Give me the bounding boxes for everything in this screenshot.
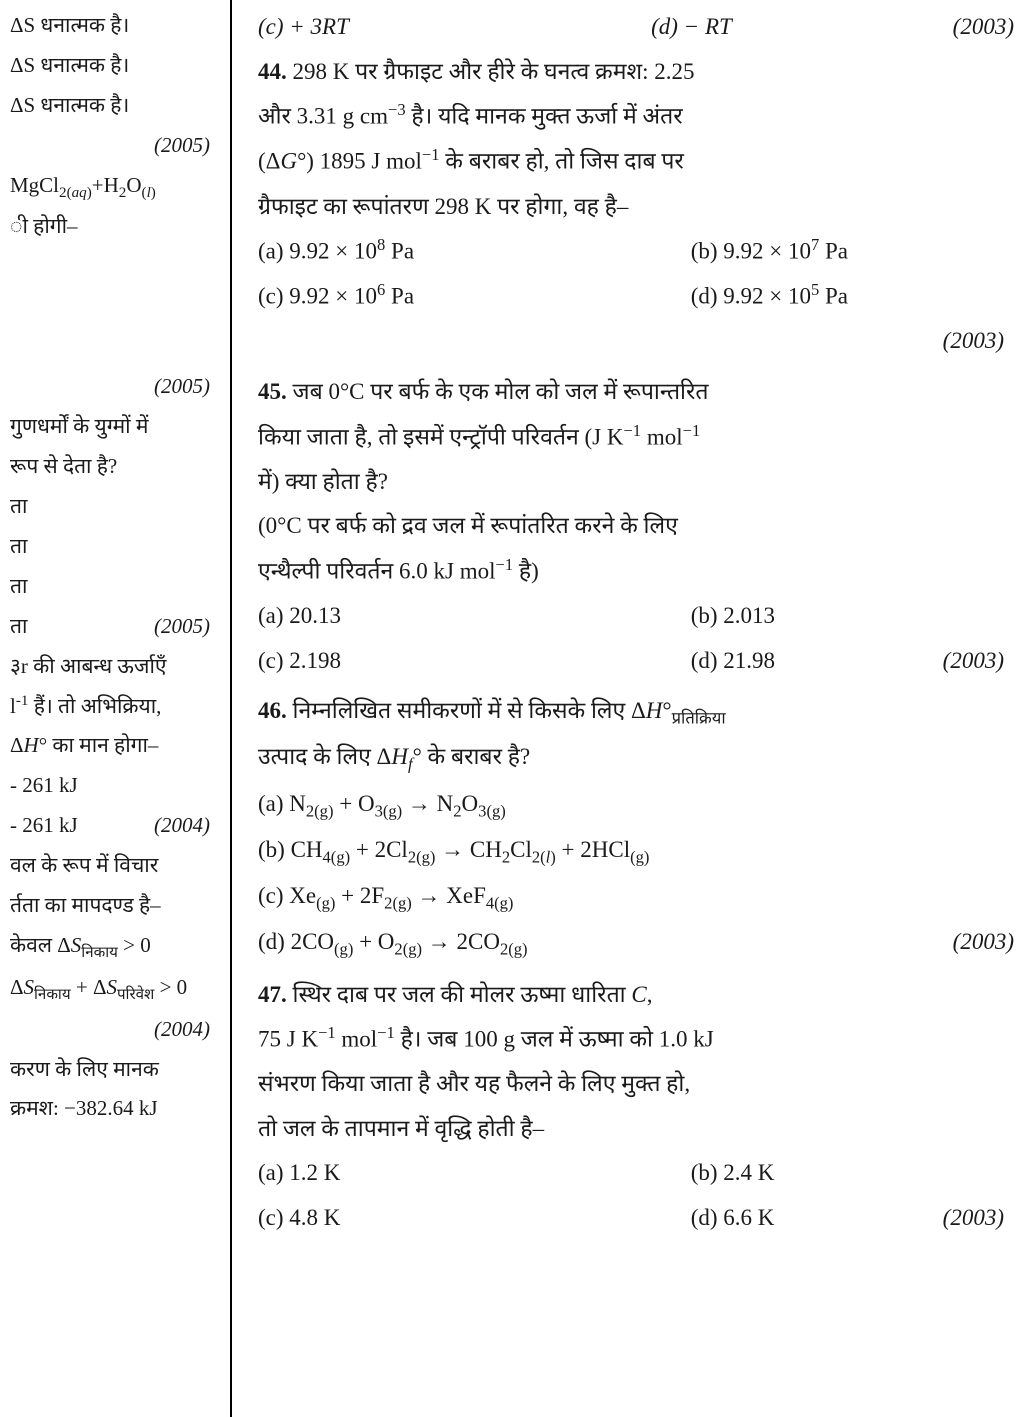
option-c: (c) 2.198 xyxy=(258,640,691,683)
option-a: (a) 1.2 K xyxy=(258,1152,691,1195)
left-line: रूप से देता है? xyxy=(10,447,220,487)
option-c: (c) + 3RT xyxy=(258,14,349,39)
q-text: संभरण किया जाता है और यह फैलने के लिए मु… xyxy=(258,1063,1014,1106)
q-text: ग्रैफाइट का रूपांतरण 298 K पर होगा, वह ह… xyxy=(258,186,1014,229)
left-line: ३r की आबन्ध ऊर्जाएँ xyxy=(10,647,220,687)
option-c: (c) Xe(g) + 2F2(g) → XeF4(g) xyxy=(258,875,1014,919)
q-text: एन्थैल्पी परिवर्तन 6.0 kJ mol−1 है) xyxy=(258,550,1014,593)
question-46: 46. निम्नलिखित समीकरणों में से किसके लिए… xyxy=(258,690,1014,965)
option-c: (c) 4.8 K xyxy=(258,1197,691,1240)
option-a: (a) N2(g) + O3(g) → N2O3(g) xyxy=(258,783,1014,827)
left-line: ता xyxy=(10,527,220,567)
q-number: 47. xyxy=(258,982,287,1007)
year-label: (2003) xyxy=(878,6,1014,49)
q-text: स्थिर दाब पर जल की मोलर ऊष्मा धारिता C, xyxy=(293,982,653,1007)
q-text: (0°C पर बर्फ को द्रव जल में रूपांतरित कर… xyxy=(258,505,1014,548)
option-b: (b) CH4(g) + 2Cl2(g) → CH2Cl2(l) + 2HCl(… xyxy=(258,829,1014,873)
year-label: (2003) xyxy=(258,320,1014,363)
option-b: (b) 2.013 xyxy=(691,595,900,638)
q-number: 45. xyxy=(258,379,287,404)
year-label: (2003) xyxy=(900,1197,1014,1240)
left-line: केवल ΔSनिकाय > 0 xyxy=(10,926,220,968)
left-column: ΔS धनात्मक है। ΔS धनात्मक है। ΔS धनात्मक… xyxy=(0,0,232,1417)
year-label: (2003) xyxy=(900,640,1014,683)
left-line: ΔH° का मान होगा– xyxy=(10,726,220,766)
option-d: (d) 6.6 K xyxy=(691,1197,900,1240)
left-line: - 261 kJ xyxy=(10,766,220,806)
option-d: (d) 2CO(g) + O2(g) → 2CO2(g) xyxy=(258,921,878,965)
q-text: में) क्या होता है? xyxy=(258,461,1014,504)
left-line: ता xyxy=(10,567,220,607)
q-text: किया जाता है, तो इसमें एन्ट्रॉपी परिवर्त… xyxy=(258,416,1014,459)
year-label: (2003) xyxy=(878,921,1014,965)
q-text: 298 K पर ग्रैफाइट और हीरे के घनत्व क्रमश… xyxy=(293,59,695,84)
year-label: (2005) xyxy=(10,367,220,407)
question-44: 44. 298 K पर ग्रैफाइट और हीरे के घनत्व क… xyxy=(258,51,1014,363)
left-line: वल के रूप में विचार xyxy=(10,846,220,886)
year-label: (2004) xyxy=(10,1010,220,1050)
left-line: ता xyxy=(10,607,154,647)
option-d: (d) 21.98 xyxy=(691,640,900,683)
option-d: (d) 9.92 × 105 Pa xyxy=(691,275,900,318)
year-label: (2004) xyxy=(154,806,220,846)
option-d: (d) − RT xyxy=(651,14,732,39)
q-text: निम्नलिखित समीकरणों में से किसके लिए ΔH°… xyxy=(293,698,726,723)
q-text: और 3.31 g cm−3 है। यदि मानक मुक्त ऊर्जा … xyxy=(258,95,1014,138)
left-line: क्रमश: −382.64 kJ xyxy=(10,1089,220,1129)
q-text: जब 0°C पर बर्फ के एक मोल को जल में रूपान… xyxy=(293,379,709,404)
left-line: गुणधर्मों के युग्मों में xyxy=(10,407,220,447)
q-text: 75 J K−1 mol−1 है। जब 100 g जल में ऊष्मा… xyxy=(258,1018,1014,1061)
left-line: ता xyxy=(10,487,220,527)
option-b: (b) 2.4 K xyxy=(691,1152,900,1195)
year-label: (2005) xyxy=(154,607,220,647)
left-line: करण के लिए मानक xyxy=(10,1050,220,1090)
left-line: ΔSनिकाय + ΔSपरिवेश > 0 xyxy=(10,968,220,1010)
page: ΔS धनात्मक है। ΔS धनात्मक है। ΔS धनात्मक… xyxy=(0,0,1024,1417)
right-column: (c) + 3RT (d) − RT (2003) 44. 298 K पर ग… xyxy=(232,0,1024,1417)
year-label: (2005) xyxy=(10,126,220,166)
q-number: 46. xyxy=(258,698,287,723)
q-text: उत्पाद के लिए ΔHf° के बराबर है? xyxy=(258,736,1014,780)
left-line: ΔS धनात्मक है। xyxy=(10,46,220,86)
q43-options: (c) + 3RT (d) − RT (2003) xyxy=(258,6,1014,49)
question-47: 47. स्थिर दाब पर जल की मोलर ऊष्मा धारिता… xyxy=(258,974,1014,1240)
question-45: 45. जब 0°C पर बर्फ के एक मोल को जल में र… xyxy=(258,371,1014,682)
option-c: (c) 9.92 × 106 Pa xyxy=(258,275,691,318)
left-line: ΔS धनात्मक है। xyxy=(10,6,220,46)
left-line: MgCl2(aq)+H2O(l) xyxy=(10,166,220,208)
left-line: ΔS धनात्मक है। xyxy=(10,86,220,126)
option-a: (a) 9.92 × 108 Pa xyxy=(258,230,691,273)
left-line: l-1 हैं। तो अभिक्रिया, xyxy=(10,687,220,727)
q-text: तो जल के तापमान में वृद्धि होती है– xyxy=(258,1108,1014,1151)
left-line: ी होगी– xyxy=(10,207,220,247)
q-number: 44. xyxy=(258,59,287,84)
left-line: - 261 kJ xyxy=(10,806,154,846)
option-b: (b) 9.92 × 107 Pa xyxy=(691,230,900,273)
left-line: र्तता का मापदण्ड है– xyxy=(10,886,220,926)
option-a: (a) 20.13 xyxy=(258,595,691,638)
q-text: (ΔG°) 1895 J mol−1 के बराबर हो, तो जिस द… xyxy=(258,140,1014,183)
